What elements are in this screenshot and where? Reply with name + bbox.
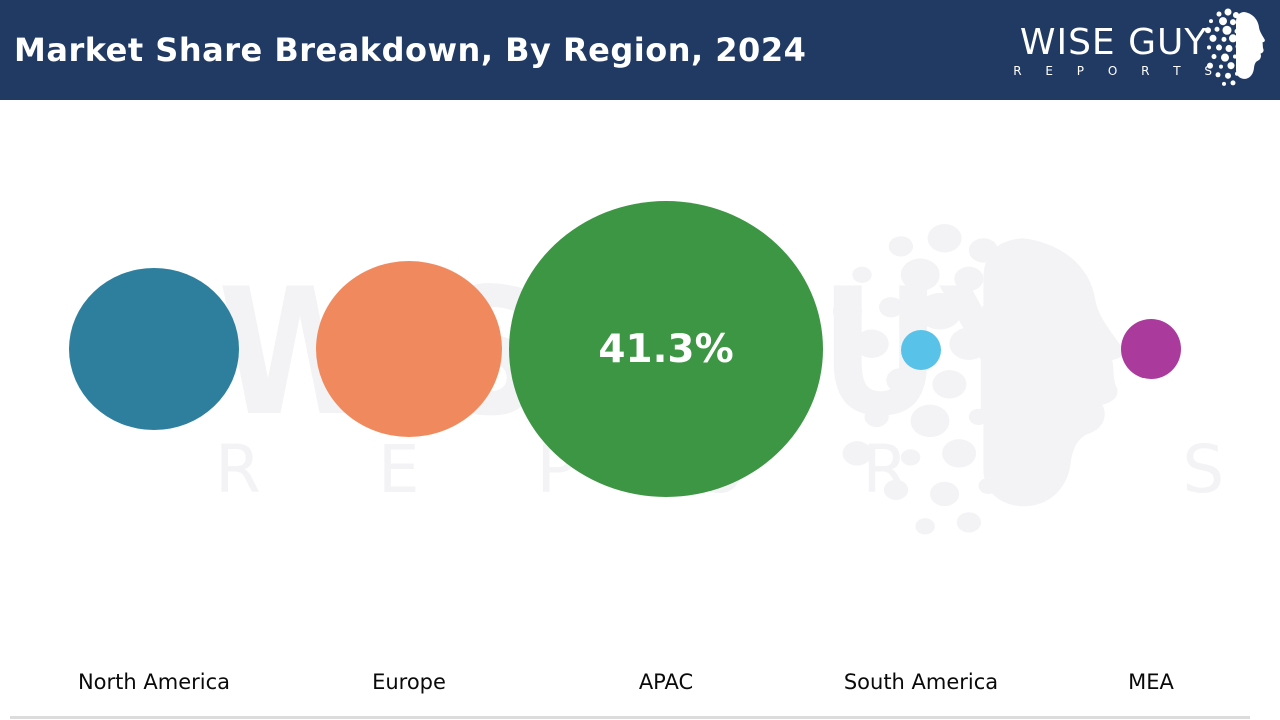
chart-title: Market Share Breakdown, By Region, 2024 [14, 31, 807, 69]
logo-wordmark: WISE GUY [1019, 22, 1208, 63]
wiseguy-head-icon [1205, 8, 1265, 86]
bubble-south-america [901, 330, 941, 370]
bottom-divider [10, 716, 1250, 719]
header-bar: Market Share Breakdown, By Region, 2024 … [0, 0, 1280, 100]
bubble-mea [1121, 319, 1181, 379]
logo-subtext: R E P O R T S [1013, 64, 1222, 78]
logo-wordmark-block: WISE GUY R E P O R T S [1005, 22, 1222, 78]
category-label-south-america: South America [843, 670, 999, 694]
watermark-head-icon [832, 224, 1124, 535]
bubble-europe [316, 261, 502, 437]
category-label-europe: Europe [372, 670, 446, 694]
category-label-mea: MEA [1128, 670, 1174, 694]
data-label-apac: 41.3% [598, 326, 734, 372]
bubble-north-america [69, 268, 239, 430]
category-label-apac: APAC [638, 670, 694, 694]
bubble-apac: 41.3% [509, 201, 823, 497]
category-label-north-america: North America [77, 670, 231, 694]
wiseguy-logo: WISE GUY R E P O R T S [1005, 8, 1274, 94]
